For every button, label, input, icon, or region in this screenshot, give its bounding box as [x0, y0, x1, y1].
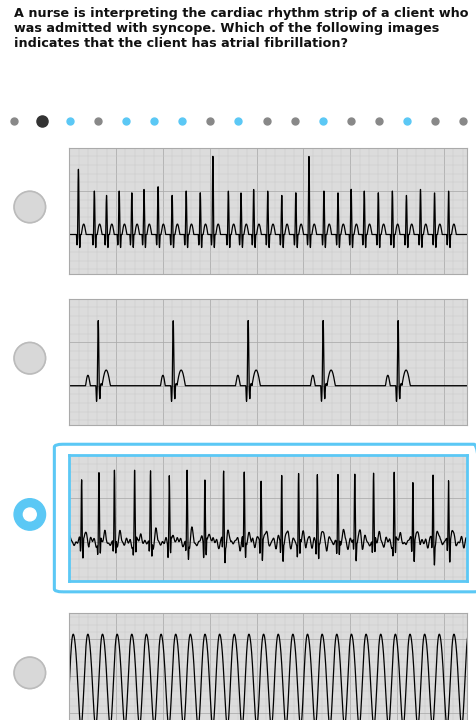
Circle shape: [14, 657, 46, 688]
Circle shape: [14, 343, 46, 374]
Circle shape: [14, 499, 46, 530]
Circle shape: [23, 508, 36, 521]
Circle shape: [14, 192, 46, 222]
Text: A nurse is interpreting the cardiac rhythm strip of a client who was admitted wi: A nurse is interpreting the cardiac rhyt…: [14, 7, 468, 50]
